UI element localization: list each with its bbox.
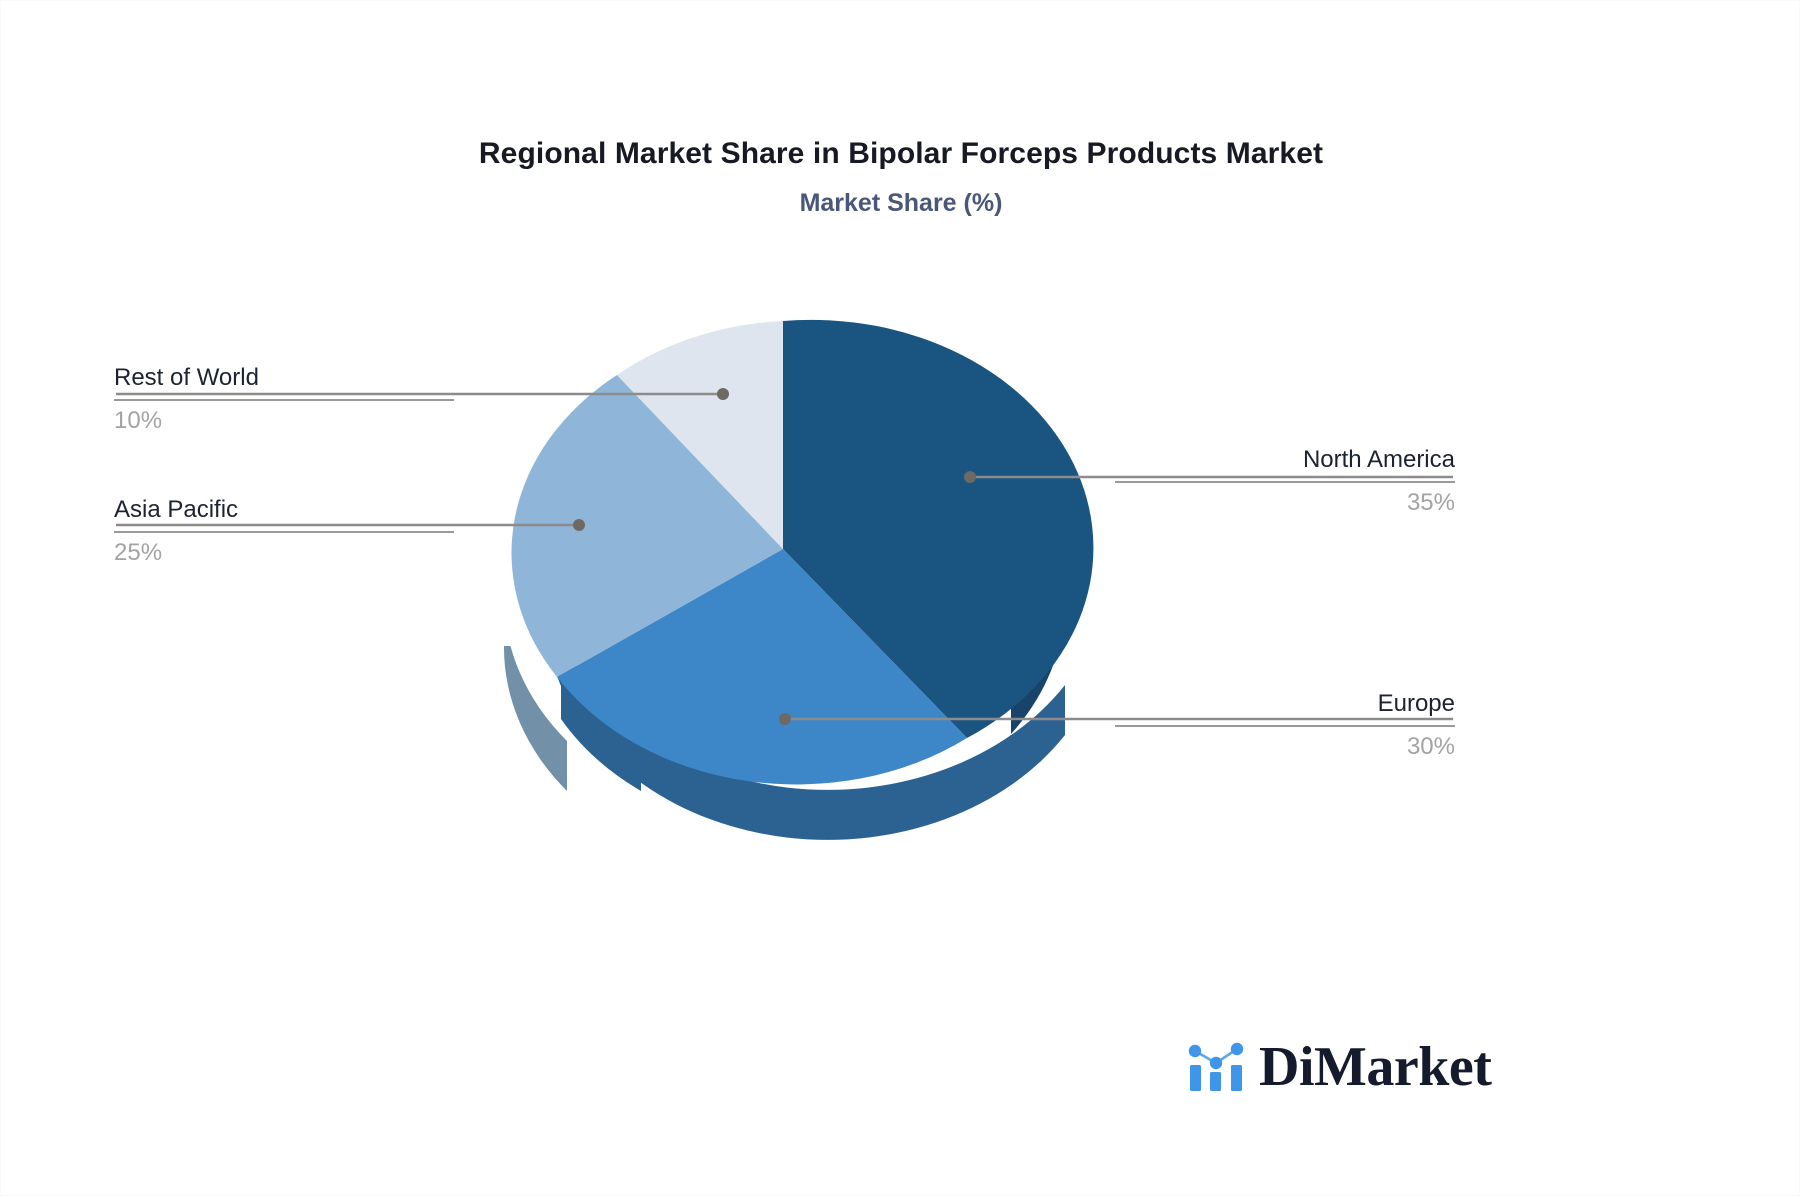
pie-slice-asia-pacific	[511, 375, 783, 677]
callout-label-rest-of-world: Rest of World	[114, 364, 259, 391]
callout-value-asia-pacific: 25%	[114, 539, 163, 566]
pie-slice-north-america	[783, 319, 1094, 738]
callout-asia-pacific: Asia Pacific 25%	[114, 495, 454, 568]
callout-rule	[114, 399, 454, 401]
callout-value-north-america: 35%	[1406, 489, 1455, 516]
brand-name: DiMarket	[1259, 1036, 1492, 1098]
callout-rule	[114, 531, 454, 533]
connector-dot-north-america	[964, 471, 976, 483]
callout-label-asia-pacific: Asia Pacific	[114, 496, 239, 523]
callout-label-europe: Europe	[1377, 690, 1455, 717]
callout-rest-of-world: Rest of World 10%	[114, 363, 454, 436]
callout-europe: Europe 30%	[1115, 689, 1455, 762]
brand-logo: DiMarket	[1187, 1036, 1492, 1098]
pie-side-europe	[557, 646, 1065, 840]
connector-dot-europe	[779, 713, 791, 725]
callout-label-north-america: North America	[1302, 446, 1455, 473]
callout-value-europe: 30%	[1406, 733, 1455, 760]
callout-value-rest-of-world: 10%	[114, 407, 163, 434]
callout-north-america: North America 35%	[1115, 445, 1455, 518]
connector-dot-rest-of-world	[717, 388, 729, 400]
bar-chart-logo-icon	[1188, 1042, 1244, 1091]
pie-slice-europe	[557, 549, 967, 785]
pie-side-asia-pacific	[503, 646, 567, 791]
pie-connectors	[116, 388, 1453, 725]
pie-top-group	[511, 319, 1094, 785]
callout-rule	[1115, 725, 1455, 727]
connector-dot-asia-pacific	[573, 519, 585, 531]
callout-rule	[1115, 481, 1455, 483]
pie-slice-rest-of-world	[617, 321, 783, 549]
